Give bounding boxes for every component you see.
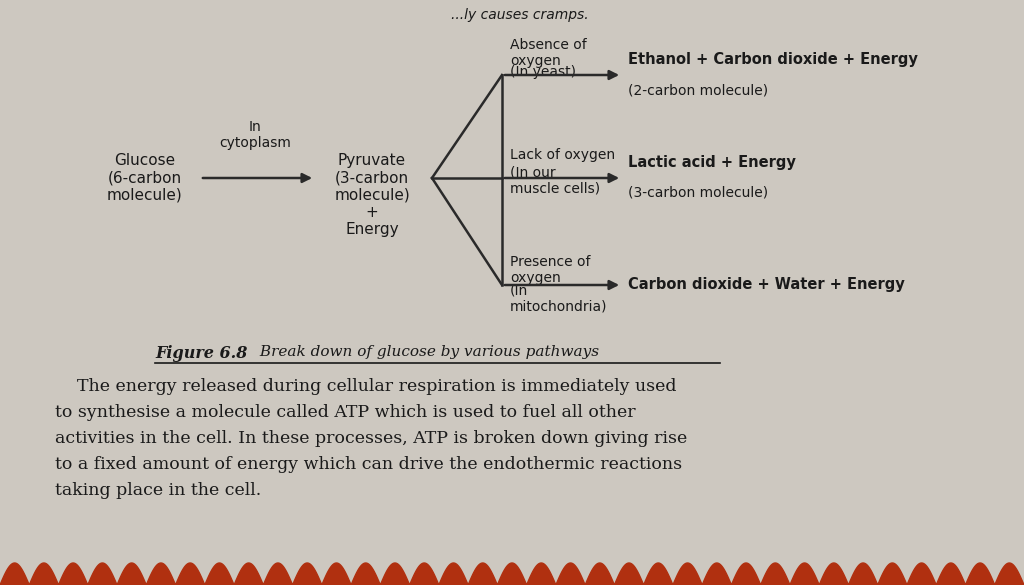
Text: to synthesise a molecule called ATP which is used to fuel all other: to synthesise a molecule called ATP whic… — [55, 404, 636, 421]
Text: Absence of
oxygen: Absence of oxygen — [510, 38, 587, 68]
Text: Glucose
(6-carbon
molecule): Glucose (6-carbon molecule) — [108, 153, 183, 203]
Text: (2-carbon molecule): (2-carbon molecule) — [628, 83, 768, 97]
Text: taking place in the cell.: taking place in the cell. — [55, 482, 261, 499]
Text: Presence of
oxygen: Presence of oxygen — [510, 255, 591, 285]
Text: ...ly causes cramps.: ...ly causes cramps. — [452, 8, 589, 22]
Text: (3-carbon molecule): (3-carbon molecule) — [628, 186, 768, 200]
Text: Carbon dioxide + Water + Energy: Carbon dioxide + Water + Energy — [628, 277, 905, 292]
Text: Lack of oxygen: Lack of oxygen — [510, 148, 615, 162]
Text: The energy released during cellular respiration is immediately used: The energy released during cellular resp… — [55, 378, 677, 395]
Text: to a fixed amount of energy which can drive the endothermic reactions: to a fixed amount of energy which can dr… — [55, 456, 682, 473]
Text: Ethanol + Carbon dioxide + Energy: Ethanol + Carbon dioxide + Energy — [628, 52, 918, 67]
Text: Pyruvate
(3-carbon
molecule)
+
Energy: Pyruvate (3-carbon molecule) + Energy — [334, 153, 410, 238]
Text: Figure 6.8: Figure 6.8 — [155, 345, 248, 362]
Text: Break down of glucose by various pathways: Break down of glucose by various pathway… — [255, 345, 599, 359]
Text: (In
mitochondria): (In mitochondria) — [510, 283, 607, 313]
Text: Lactic acid + Energy: Lactic acid + Energy — [628, 155, 796, 170]
Text: (In yeast): (In yeast) — [510, 65, 575, 79]
Text: (In our
muscle cells): (In our muscle cells) — [510, 165, 600, 195]
Text: In
cytoplasm: In cytoplasm — [219, 120, 291, 150]
Text: activities in the cell. In these processes, ATP is broken down giving rise: activities in the cell. In these process… — [55, 430, 687, 447]
